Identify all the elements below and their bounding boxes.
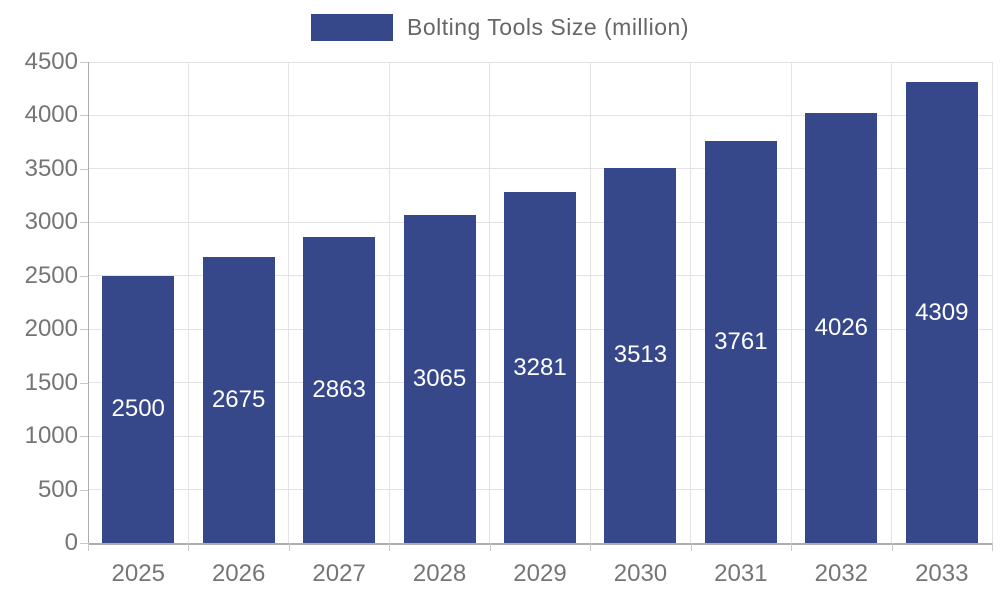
x-tick-label: 2029 <box>513 560 567 587</box>
bar-value-label: 3761 <box>714 328 768 355</box>
x-axis-tick <box>188 543 190 551</box>
y-tick-label: 1500 <box>24 368 78 396</box>
gridline-v <box>690 62 692 543</box>
y-axis-tick <box>80 62 88 63</box>
gridline-v <box>388 62 390 543</box>
y-axis-tick <box>80 275 88 277</box>
x-axis-line <box>88 543 992 545</box>
bar-2032[interactable]: 4026 <box>805 112 878 543</box>
y-tick-label: 4000 <box>24 101 78 129</box>
y-tick-label: 4500 <box>24 48 78 75</box>
gridline-v <box>589 62 591 543</box>
legend[interactable]: Bolting Tools Size (million) <box>0 14 1000 41</box>
bar-value-label: 3281 <box>513 353 567 381</box>
bar-2027[interactable]: 2863 <box>303 236 376 543</box>
y-axis-tick <box>80 382 88 384</box>
bar-value-label: 3513 <box>613 341 668 369</box>
bar-value-label: 2500 <box>111 395 165 423</box>
bar-2028[interactable]: 3065 <box>403 215 476 543</box>
y-axis-tick <box>80 489 88 491</box>
gridline-v <box>790 62 792 543</box>
bar-2030[interactable]: 3513 <box>604 167 677 543</box>
bar-2033[interactable]: 4309 <box>905 82 978 543</box>
bar-2025[interactable]: 2500 <box>102 275 175 543</box>
legend-label: Bolting Tools Size (million) <box>406 14 689 40</box>
bar-2026[interactable]: 2675 <box>202 257 275 543</box>
bar-value-label: 3065 <box>412 365 467 393</box>
x-axis-tick <box>891 543 893 551</box>
y-tick-label: 3000 <box>24 208 78 236</box>
bar-value-label: 4309 <box>915 298 969 326</box>
x-tick-label: 2026 <box>211 560 266 587</box>
x-tick-label: 2030 <box>613 560 668 587</box>
y-tick-label: 3500 <box>24 154 78 182</box>
x-axis-tick <box>389 543 391 551</box>
y-axis-tick <box>80 168 88 170</box>
gridline-h <box>88 114 992 116</box>
x-tick-label: 2025 <box>111 560 165 587</box>
x-axis-tick <box>88 543 89 551</box>
x-axis-tick <box>791 543 793 551</box>
y-axis-tick <box>80 222 88 224</box>
x-axis-tick <box>992 543 993 551</box>
x-tick-label: 2031 <box>714 560 768 587</box>
y-tick-label: 1000 <box>24 422 78 450</box>
x-tick-label: 2033 <box>915 560 969 587</box>
gridline-h <box>88 168 992 170</box>
x-tick-label: 2028 <box>412 560 467 587</box>
y-axis-line <box>88 62 89 551</box>
gridline-v <box>187 62 189 543</box>
x-tick-label: 2027 <box>312 560 366 587</box>
gridline-v <box>288 62 290 543</box>
y-axis-tick <box>80 329 88 331</box>
gridline-v <box>489 62 491 543</box>
x-axis-tick <box>590 543 592 551</box>
bar-value-label: 2675 <box>211 386 266 414</box>
y-axis-tick <box>80 436 88 438</box>
bar-value-label: 4026 <box>814 313 869 341</box>
bar-value-label: 2863 <box>312 375 366 403</box>
bar-2029[interactable]: 3281 <box>504 192 576 543</box>
gridline-v <box>991 62 993 543</box>
y-tick-label: 500 <box>37 475 78 503</box>
x-axis-tick <box>690 543 692 551</box>
gridline-h <box>88 61 992 63</box>
x-axis-tick <box>288 543 290 551</box>
bar-2031[interactable]: 3761 <box>704 141 777 543</box>
y-axis-tick <box>80 543 88 544</box>
y-axis-tick <box>80 115 88 117</box>
plot-area: 2500 2675 2863 3065 3281 3513 3761 4026 4309 <box>88 61 993 543</box>
legend-swatch <box>310 14 393 41</box>
y-tick-label: 2000 <box>24 315 78 343</box>
y-tick-label: 2500 <box>24 261 78 289</box>
y-tick-label: 0 <box>64 529 78 556</box>
x-tick-label: 2032 <box>814 560 869 587</box>
x-axis-tick <box>489 543 491 551</box>
gridline-v <box>891 62 893 543</box>
